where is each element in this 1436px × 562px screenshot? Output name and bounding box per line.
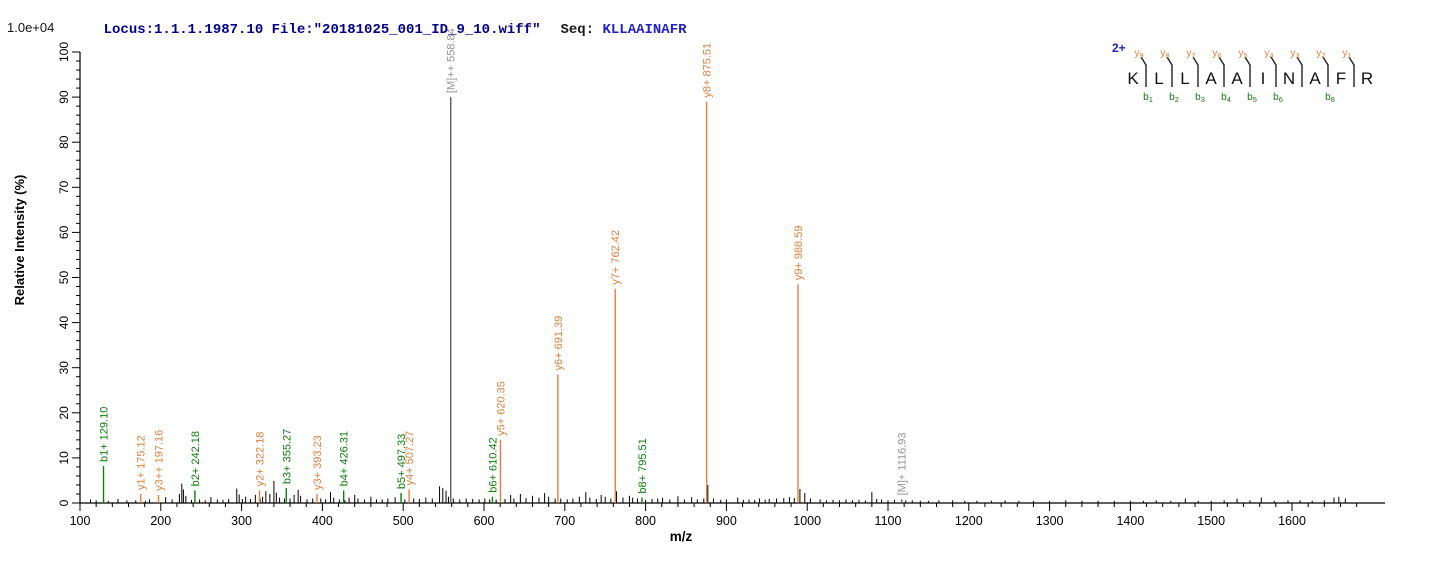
locus-file-text: Locus:1.1.1.1987.10 File:"20181025_001_I… <box>103 22 541 38</box>
header-line: Locus:1.1.1.1987.10 File:"20181025_001_I… <box>70 6 687 54</box>
y-tick-label: 90 <box>57 90 71 104</box>
residue-letter: K <box>1127 69 1139 88</box>
peak-label: b8+ 795.51 <box>637 438 649 493</box>
peak-label: b3+ 355.27 <box>281 429 293 484</box>
sequence-text: KLLAAINAFR <box>602 22 687 38</box>
residue-letter: I <box>1261 69 1266 88</box>
ion-label-b5: b5 <box>1247 92 1257 104</box>
residue-letter: N <box>1283 69 1295 88</box>
ion-label-y7: y7 <box>1186 48 1195 60</box>
peak-label: b1+ 129.10 <box>99 407 111 462</box>
peak-label: y9+ 988.59 <box>793 226 805 281</box>
y-tick-label: 60 <box>57 225 71 239</box>
peak-label: [M]++ 558.84 <box>446 28 458 93</box>
ion-label-y5: y5 <box>1238 48 1247 60</box>
peak-label: b6+ 610.42 <box>487 437 499 492</box>
x-tick-label: 300 <box>231 514 252 528</box>
ion-label-y9: y9 <box>1134 48 1143 60</box>
y-tick-label: 20 <box>57 406 71 420</box>
peak-label: y4+ 507.27 <box>404 431 416 486</box>
residue-letter: A <box>1205 69 1217 88</box>
peak-label: y1+ 175.12 <box>136 435 148 490</box>
ion-label-b8: b8 <box>1325 92 1335 104</box>
peak-label: y8+ 875.51 <box>702 43 714 98</box>
y-tick-label: 10 <box>57 451 71 465</box>
fragmentation-divider <box>1348 56 1355 87</box>
residue-letter: L <box>1180 69 1189 88</box>
y-axis-title: Relative Intensity (%) <box>12 175 27 306</box>
residue-letter: F <box>1336 69 1346 88</box>
residue-letter: A <box>1309 69 1321 88</box>
y-tick-label: 80 <box>57 135 71 149</box>
ion-label-b4: b4 <box>1221 92 1231 104</box>
intensity-scale-note: 1.0e+04 <box>7 20 55 35</box>
x-tick-label: 400 <box>312 514 333 528</box>
y-tick-label: 0 <box>57 499 71 506</box>
fragmentation-divider <box>1270 56 1277 87</box>
x-tick-label: 700 <box>554 514 575 528</box>
x-tick-label: 600 <box>474 514 495 528</box>
ion-label-b3: b3 <box>1195 92 1205 104</box>
x-tick-label: 1600 <box>1278 514 1306 528</box>
ion-label-b6: b6 <box>1273 92 1283 104</box>
peak-label: y2+ 322.18 <box>255 432 267 487</box>
fragmentation-divider <box>1244 56 1251 87</box>
y-tick-label: 70 <box>57 180 71 194</box>
ion-label-b1: b1 <box>1143 92 1153 104</box>
y-tick-label: 30 <box>57 361 71 375</box>
residue-letter: A <box>1231 69 1243 88</box>
x-tick-label: 1300 <box>1036 514 1064 528</box>
peak-label: y7+ 762.42 <box>610 230 622 285</box>
peak-label: b2+ 242.18 <box>190 431 202 486</box>
x-tick-label: 200 <box>150 514 171 528</box>
x-tick-label: 1000 <box>793 514 821 528</box>
peak-label: b5+ 497.33 <box>396 434 408 489</box>
x-tick-label: 800 <box>635 514 656 528</box>
y-tick-label: 100 <box>57 42 71 62</box>
fragmentation-divider <box>1192 56 1199 87</box>
x-tick-label: 1400 <box>1116 514 1144 528</box>
x-tick-label: 1200 <box>955 514 983 528</box>
peak-label: b4+ 426.31 <box>339 431 351 486</box>
fragmentation-divider <box>1140 56 1147 87</box>
ion-label-y6: y6 <box>1212 48 1221 60</box>
fragmentation-divider <box>1296 56 1303 87</box>
ion-label-y2: y2 <box>1316 48 1325 60</box>
ion-label-y8: y8 <box>1160 48 1169 60</box>
charge-state-label: 2+ <box>1112 41 1126 55</box>
peak-label: [M]+ 1116.93 <box>897 433 909 496</box>
seq-label: Seq: <box>560 22 595 38</box>
peak-label: y3++ 197.16 <box>154 430 166 491</box>
x-tick-label: 100 <box>70 514 91 528</box>
y-tick-label: 40 <box>57 316 71 330</box>
peak-label: y6+ 691.39 <box>553 316 565 371</box>
residue-letter: L <box>1154 69 1163 88</box>
ion-label-y1: y1 <box>1342 48 1351 60</box>
peak-label: y3+ 393.23 <box>312 435 324 490</box>
ion-label-y3: y3 <box>1290 48 1299 60</box>
x-tick-label: 500 <box>393 514 414 528</box>
x-tick-label: 1100 <box>875 514 902 528</box>
x-axis-title: m/z <box>670 529 693 544</box>
x-tick-label: 1500 <box>1197 514 1225 528</box>
peak-label: y5+ 620.35 <box>495 381 507 436</box>
ion-label-y4: y4 <box>1264 48 1273 60</box>
fragmentation-divider <box>1218 56 1225 87</box>
fragmentation-divider <box>1166 56 1173 87</box>
x-tick-label: 900 <box>716 514 737 528</box>
fragmentation-divider <box>1322 56 1329 87</box>
residue-letter: R <box>1361 69 1373 88</box>
y-tick-label: 50 <box>57 271 71 285</box>
ion-label-b2: b2 <box>1169 92 1179 104</box>
